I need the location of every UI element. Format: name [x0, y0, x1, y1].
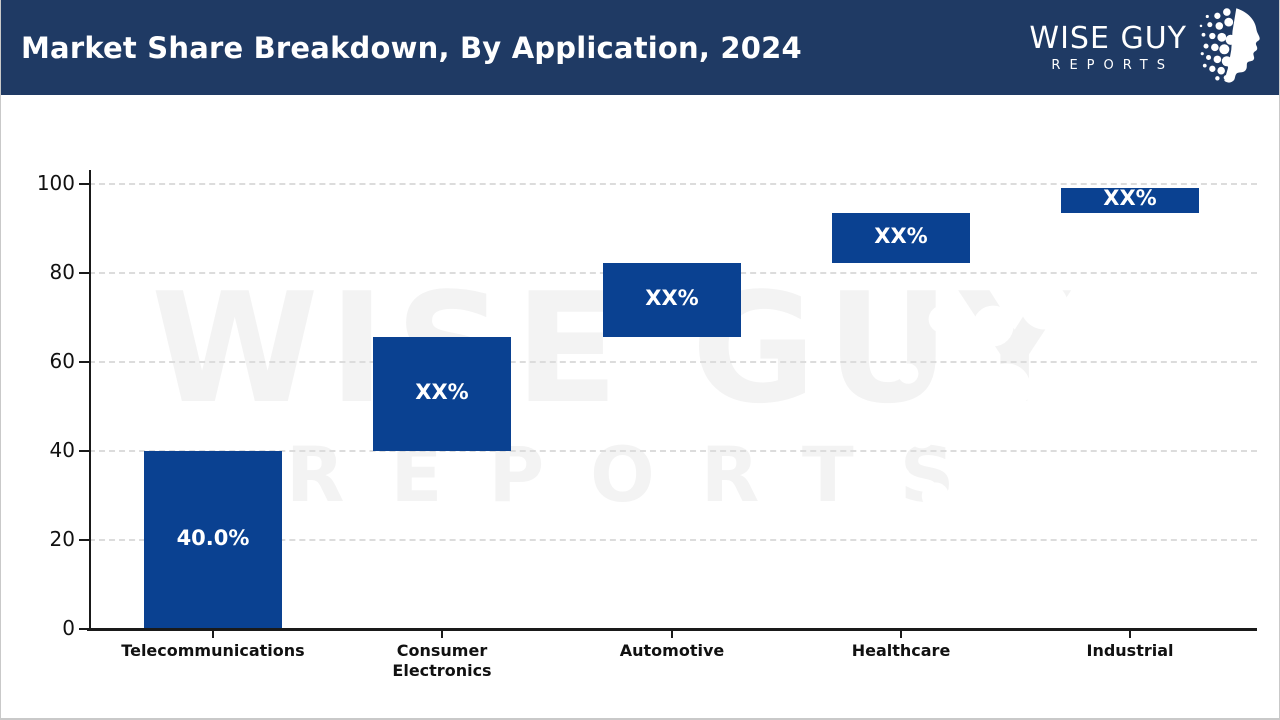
y-tick-label: 20 — [49, 527, 75, 551]
y-tick — [79, 272, 89, 274]
y-tick-label: 100 — [36, 171, 75, 195]
bar-industrial — [1061, 188, 1199, 213]
y-tick-label: 0 — [62, 616, 75, 640]
x-tick — [441, 629, 443, 638]
brand-name: WISE GUY — [1029, 20, 1187, 56]
gridline — [89, 183, 1257, 185]
y-axis — [89, 170, 91, 629]
gridline — [89, 361, 1257, 363]
brand-logo: WISE GUY REPORTS — [1029, 0, 1267, 95]
y-tick — [79, 628, 89, 630]
y-tick-label: 40 — [49, 438, 75, 462]
y-tick-label: 80 — [49, 260, 75, 284]
header-bar: Market Share Breakdown, By Application, … — [1, 0, 1279, 95]
x-tick — [212, 629, 214, 638]
bar-telecommunications — [144, 451, 282, 629]
bar-value-label: XX% — [1103, 186, 1157, 211]
brand-logo-text: WISE GUY REPORTS — [1029, 20, 1187, 73]
chart-area: WISE GUY REPORTS 0 20 40 60 80 100 40.0% Teleco… — [1, 95, 1279, 718]
dotted-head-profile-icon — [1199, 7, 1260, 83]
page-title: Market Share Breakdown, By Application, … — [21, 30, 802, 65]
bar-value-label: XX% — [874, 224, 928, 249]
gridline — [89, 539, 1257, 541]
x-axis-label-consumer-electronics: Consumer Electronics — [392, 641, 492, 680]
bar-consumer-electronics — [373, 336, 511, 451]
x-tick — [671, 629, 673, 638]
y-tick-label: 60 — [49, 349, 75, 373]
x-axis-label-telecommunications: Telecommunications — [121, 641, 305, 660]
gridline — [89, 450, 1257, 452]
x-axis — [87, 628, 1257, 631]
x-axis-label-automotive: Automotive — [619, 641, 725, 660]
y-tick — [79, 361, 89, 363]
x-tick — [900, 629, 902, 638]
y-tick — [79, 450, 89, 452]
bar-value-label: XX% — [645, 285, 699, 310]
y-tick — [79, 539, 89, 541]
x-axis-label-industrial: Industrial — [1086, 641, 1174, 660]
x-axis-label-healthcare: Healthcare — [851, 641, 951, 660]
bar-value-label: 40.0% — [176, 526, 250, 550]
brand-subname: REPORTS — [1051, 57, 1175, 73]
bar-healthcare — [832, 212, 970, 264]
y-tick — [79, 183, 89, 185]
x-tick — [1129, 629, 1131, 638]
bar-value-label: XX% — [415, 379, 469, 404]
bar-automotive — [603, 263, 741, 337]
